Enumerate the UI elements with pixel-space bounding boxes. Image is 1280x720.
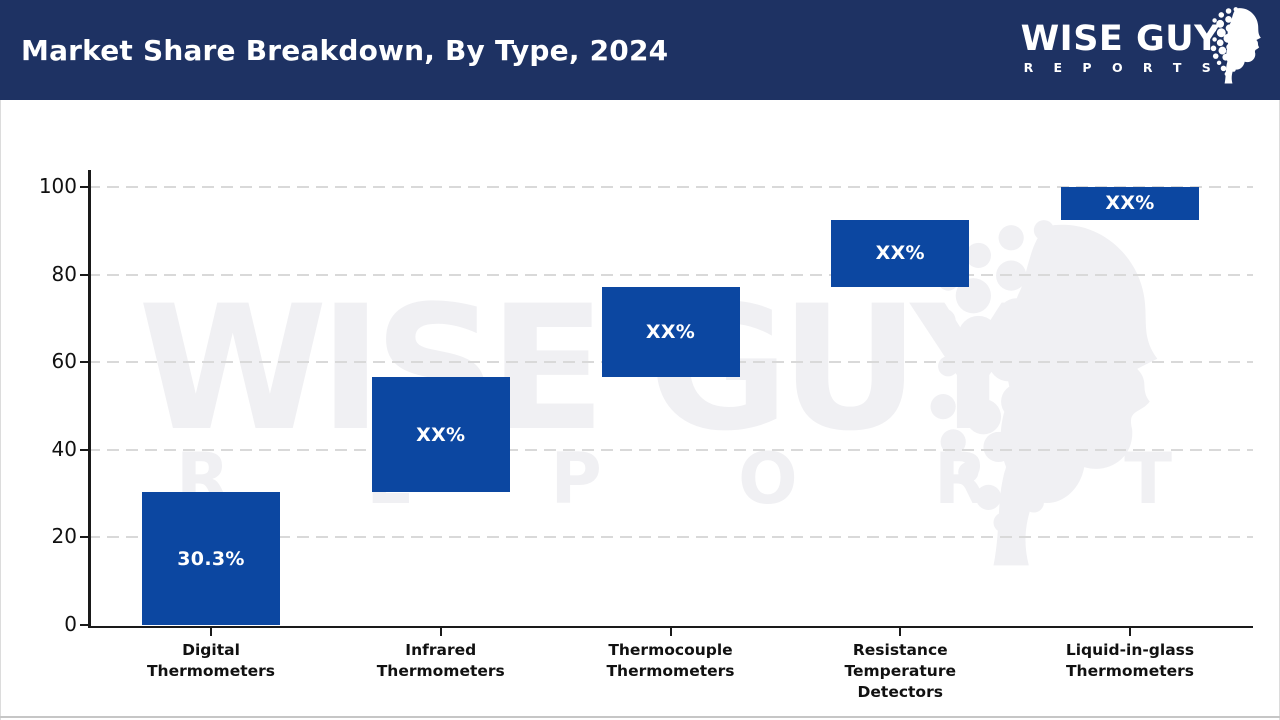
bar-value-label: XX% [875, 242, 925, 265]
bar-value-label: XX% [1105, 192, 1155, 215]
y-tick-mark [80, 448, 89, 451]
y-tick-mark [80, 361, 89, 364]
watermark-head-icon [930, 220, 1158, 566]
grid-line [88, 186, 1253, 188]
page-title: Market Share Breakdown, By Type, 2024 [21, 33, 669, 67]
category-label: Infrared Thermometers [376, 641, 505, 680]
bar-segment: 30.3% [142, 492, 280, 625]
bar-segment: XX% [831, 219, 970, 287]
x-tick-mark [669, 627, 672, 636]
bar-segment: XX% [371, 377, 510, 493]
y-tick-mark [80, 186, 89, 188]
y-tick-label: 100 [38, 174, 77, 198]
wiseguy-logo: WISE GUY R E P O R T S [1021, 6, 1266, 84]
y-tick-label: 0 [64, 612, 77, 636]
y-tick-mark [80, 624, 89, 626]
bar-value-label: 30.3% [177, 547, 245, 570]
bottom-border [0, 716, 1280, 718]
y-tick-label: 60 [51, 349, 77, 374]
header: Market Share Breakdown, By Type, 2024 WI… [0, 0, 1280, 100]
x-axis-line [88, 625, 1253, 628]
grid-line [88, 448, 1253, 451]
y-tick-mark [80, 536, 89, 539]
logo-wordmark: WISE GUY [1020, 18, 1220, 59]
category-label: Digital Thermometers [146, 641, 276, 680]
x-tick-mark [439, 627, 442, 636]
bar-value-label: XX% [645, 320, 696, 343]
y-tick-label: 20 [51, 524, 77, 549]
category-label: Thermocouple Thermometers [606, 641, 735, 680]
y-tick-label: 80 [51, 261, 77, 286]
x-tick-mark [1129, 627, 1131, 636]
y-tick-label: 40 [51, 436, 77, 461]
category-label: Liquid-in-glass Thermometers [1065, 641, 1195, 680]
y-axis-line [88, 170, 91, 628]
grid-line [88, 536, 1253, 539]
logo-head-icon [1210, 7, 1261, 84]
x-tick-mark [210, 627, 212, 636]
watermark-wordmark: WISE GUY [138, 268, 1035, 469]
y-tick-mark [80, 273, 89, 276]
logo-subtitle: R E P O R T S [1023, 59, 1219, 75]
bar-value-label: XX% [416, 423, 466, 446]
x-tick-mark [899, 627, 902, 636]
bar-segment: XX% [601, 286, 740, 378]
bar-segment: XX% [1061, 187, 1199, 220]
grid-line [88, 273, 1253, 276]
category-label: Resistance Temperature Detectors [844, 641, 957, 701]
